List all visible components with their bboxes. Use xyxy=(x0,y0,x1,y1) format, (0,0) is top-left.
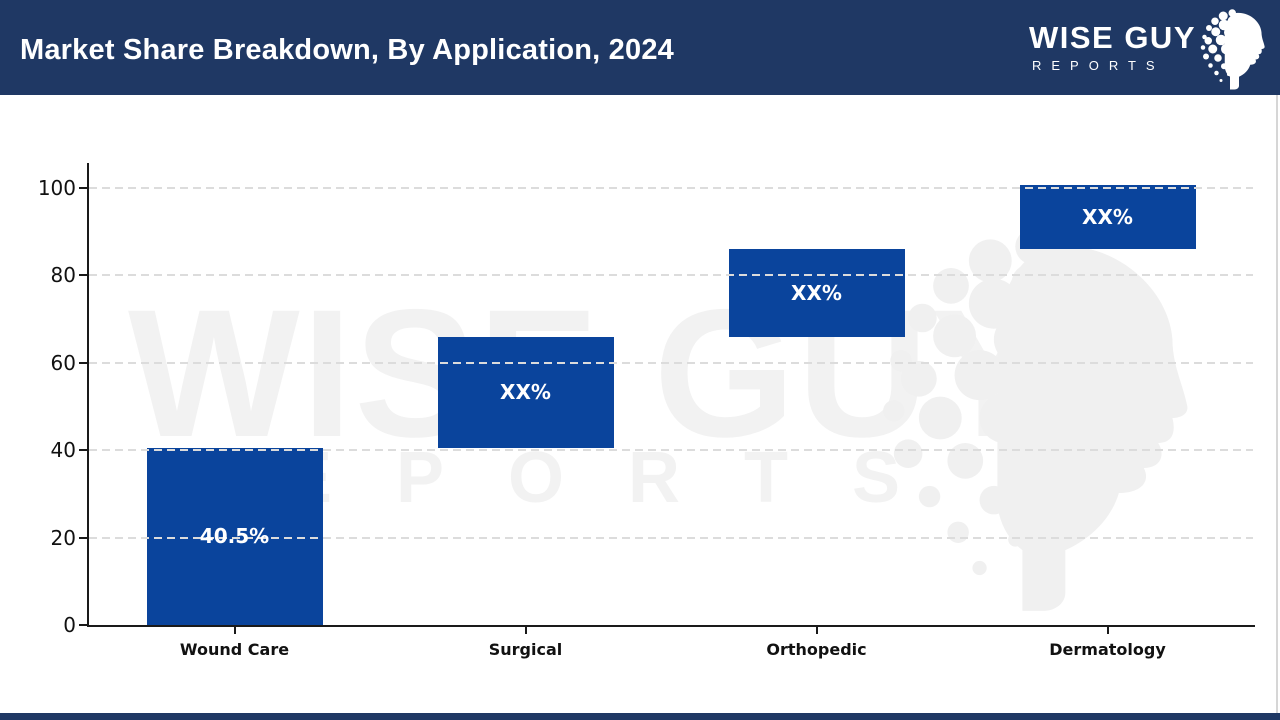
bar-surgical xyxy=(437,337,614,448)
y-tick-mark xyxy=(79,449,87,451)
image-right-border xyxy=(1276,95,1278,720)
bar-value-label-wound-care: 40.5% xyxy=(199,524,270,549)
category-label-orthopedic: Orthopedic xyxy=(766,640,867,659)
bar-value-label-orthopedic: XX% xyxy=(791,280,842,305)
category-label-surgical: Surgical xyxy=(488,640,563,659)
gridline-20 xyxy=(89,536,1253,539)
y-tick-label: 0 xyxy=(63,613,76,637)
watermark-head-logo-icon xyxy=(883,228,1188,611)
footer-bar xyxy=(0,713,1280,720)
gridline-60 xyxy=(89,361,1253,364)
y-axis-line xyxy=(87,163,89,627)
brand-logo: WISE GUY REPORTS xyxy=(1028,20,1196,73)
x-axis-line xyxy=(87,625,1255,627)
x-tick-mark xyxy=(233,627,236,634)
plot-area: 0 20 40 60 80 100 40.5% Wound Care XX% Surgical XX… xyxy=(0,95,1280,720)
bar-value-label-dermatology: XX% xyxy=(1082,205,1133,230)
bar-wound-care xyxy=(146,447,323,625)
bar-dermatology xyxy=(1019,185,1196,249)
x-tick-mark xyxy=(1106,627,1109,634)
brand-logo-wordmark: WISE GUY xyxy=(1028,20,1196,55)
x-tick-mark xyxy=(524,627,527,634)
y-tick-label: 80 xyxy=(50,263,76,287)
category-label-dermatology: Dermatology xyxy=(1049,640,1166,659)
y-tick-label: 40 xyxy=(50,438,76,462)
bar-value-label-surgical: XX% xyxy=(500,380,551,405)
x-tick-mark xyxy=(815,627,818,634)
brand-logo-subtext: REPORTS xyxy=(1031,57,1165,73)
gridline-100 xyxy=(89,186,1253,189)
bar-orthopedic xyxy=(728,248,905,338)
y-tick-mark xyxy=(79,624,87,626)
y-tick-label: 100 xyxy=(37,175,76,200)
y-tick-mark xyxy=(79,536,87,539)
gridline-80 xyxy=(89,274,1253,276)
gridline-40 xyxy=(89,449,1253,451)
header-bar: Market Share Breakdown, By Application, … xyxy=(0,0,1280,95)
y-tick-mark xyxy=(79,186,87,189)
category-label-wound-care: Wound Care xyxy=(179,640,290,659)
y-tick-label: 60 xyxy=(50,350,76,375)
y-tick-mark xyxy=(79,274,87,276)
y-tick-mark xyxy=(79,361,87,364)
brand-head-logo-icon xyxy=(1200,9,1265,90)
y-tick-label: 20 xyxy=(50,525,76,550)
chart-title: Market Share Breakdown, By Application, … xyxy=(20,34,674,66)
